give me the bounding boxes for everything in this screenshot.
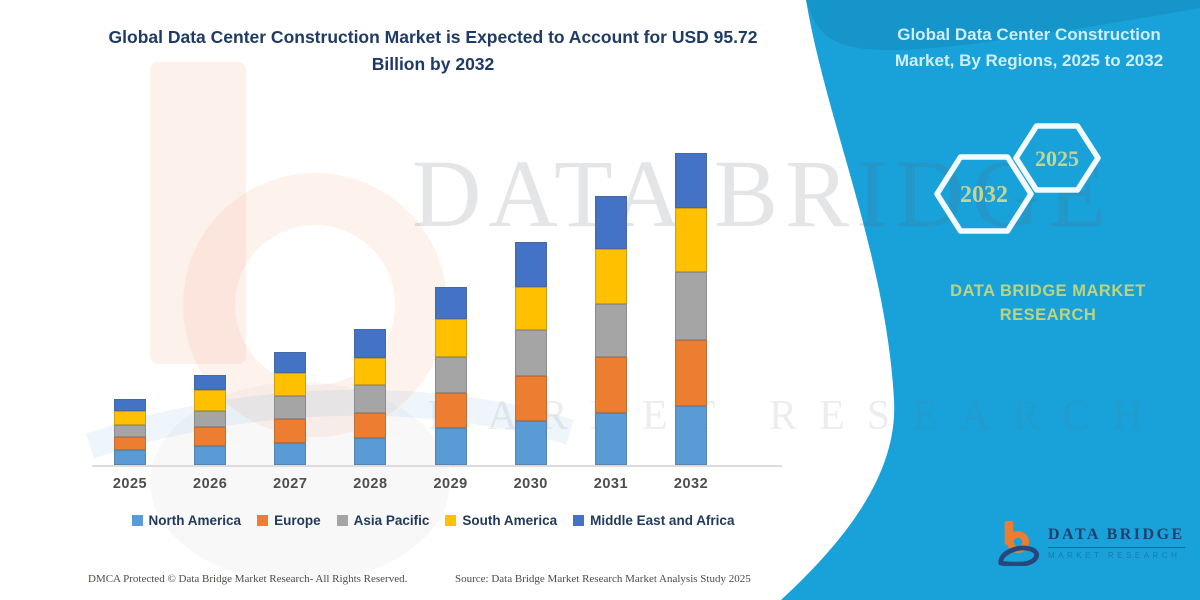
bar-segment-south-america (194, 390, 227, 411)
bar-segment-north-america (434, 428, 467, 465)
bar-segment-south-america (514, 286, 547, 331)
legend-label: Asia Pacific (353, 513, 430, 528)
legend-item-europe: Europe (257, 513, 321, 528)
bar-segment-middle-east-and-africa (434, 286, 467, 319)
bar-segment-europe (354, 412, 387, 438)
year-hexagons: 2032 2025 (934, 123, 1101, 234)
legend-label: Middle East and Africa (590, 513, 735, 528)
bar-segment-europe (274, 419, 307, 443)
legend-item-asia-pacific: Asia Pacific (336, 513, 430, 528)
x-axis-label-2028: 2028 (353, 476, 388, 492)
chart-title: Global Data Center Construction Market i… (108, 27, 758, 75)
bar-segment-south-america (434, 318, 467, 357)
chart-legend: North America Europe Asia Pacific South Ame… (88, 513, 778, 528)
stacked-bar-2026 (194, 375, 227, 465)
stacked-bar-2030 (514, 241, 547, 465)
bar-segment-north-america (594, 412, 627, 465)
hexagon-2032-label: 2032 (960, 182, 1008, 208)
bar-segment-middle-east-and-africa (354, 329, 387, 358)
x-axis-label-2029: 2029 (433, 476, 468, 492)
x-axis-label-2027: 2027 (273, 476, 308, 492)
x-axis-label-2026: 2026 (193, 476, 228, 492)
bar-segment-europe (675, 339, 708, 407)
legend-label: South America (462, 513, 558, 528)
bar-segment-north-america (274, 442, 307, 465)
bar-segment-south-america (274, 373, 307, 397)
logo-text-column: DATA BRIDGE MARKET RESEARCH (1048, 520, 1185, 560)
hexagon-2025-label: 2025 (1035, 146, 1079, 171)
legend-swatch (131, 515, 143, 526)
bar-segment-middle-east-and-africa (114, 399, 146, 411)
x-axis-label-2025: 2025 (112, 476, 148, 492)
watermark-logo-bowl (183, 173, 447, 437)
x-axis-label-2031: 2031 (593, 476, 629, 492)
stacked-bar-2028 (354, 329, 387, 465)
bar-segment-europe (194, 426, 227, 447)
legend-swatch (445, 515, 457, 526)
bar-segment-middle-east-and-africa (594, 196, 627, 249)
stacked-bar-2027 (274, 351, 307, 465)
bar-segment-south-america (114, 410, 146, 425)
hexagon-2025 (1013, 123, 1101, 193)
watermark-line2: MARKET RESEARCH (428, 393, 1165, 439)
bar-segment-asia-pacific (434, 356, 467, 393)
legend-label: North America (148, 513, 242, 528)
legend-item-south-america: South America (445, 513, 557, 528)
bar-segment-south-america (675, 208, 708, 273)
panel-brand-text: DATA BRIDGE MARKET RESEARCH (950, 282, 1146, 324)
stacked-bar-2029 (434, 286, 467, 465)
legend-item-north-america: North America (131, 513, 242, 528)
bar-segment-europe (434, 392, 467, 429)
footer-dmca-text: DMCA Protected © Data Bridge Market Rese… (88, 573, 408, 585)
legend-swatch (573, 515, 585, 526)
panel-title: Global Data Center Construction Market, … (894, 25, 1164, 70)
bar-segment-south-america (594, 248, 627, 304)
footer-source-text: Source: Data Bridge Market Research Mark… (455, 573, 751, 585)
bar-segment-europe (514, 376, 547, 422)
watermark-swoosh (85, 389, 574, 459)
bar-segment-north-america (114, 450, 146, 465)
databridge-logo-icon (998, 521, 1040, 566)
bar-segment-europe (114, 436, 146, 451)
stacked-bar-2032 (675, 152, 708, 465)
legend-label: Europe (274, 513, 321, 528)
bar-segment-asia-pacific (194, 410, 227, 427)
bar-segment-middle-east-and-africa (514, 241, 547, 287)
hexagon-2032 (934, 154, 1034, 234)
bar-segment-asia-pacific (514, 330, 547, 377)
logo-name: DATA BRIDGE (1048, 526, 1185, 548)
bar-segment-asia-pacific (114, 424, 146, 437)
logo-tagline: MARKET RESEARCH (1048, 551, 1181, 560)
x-axis-label-2032: 2032 (673, 476, 709, 492)
legend-item-middle-east-and-africa: Middle East and Africa (573, 513, 734, 528)
legend-swatch (257, 515, 269, 526)
x-axis-line (92, 465, 782, 467)
watermark-logo-stem (150, 62, 246, 364)
stacked-bar-2025 (114, 399, 146, 465)
bar-segment-middle-east-and-africa (194, 375, 227, 391)
bar-segment-middle-east-and-africa (274, 351, 307, 374)
bar-segment-north-america (675, 406, 708, 465)
bar-segment-asia-pacific (354, 384, 387, 413)
bar-segment-north-america (354, 437, 387, 465)
bar-segment-middle-east-and-africa (675, 152, 708, 209)
bar-segment-asia-pacific (594, 303, 627, 358)
bar-segment-europe (594, 357, 627, 413)
bar-segment-north-america (194, 446, 227, 465)
panel-top-shade (806, 0, 1200, 50)
stacked-bar-2031 (594, 196, 627, 465)
bar-segment-south-america (354, 357, 387, 385)
legend-swatch (336, 515, 348, 526)
bar-segment-asia-pacific (274, 396, 307, 420)
bar-segment-north-america (514, 421, 547, 465)
bar-segment-asia-pacific (675, 272, 708, 340)
databridge-logo: DATA BRIDGE MARKET RESEARCH (998, 520, 1185, 566)
x-axis-label-2030: 2030 (513, 476, 548, 492)
